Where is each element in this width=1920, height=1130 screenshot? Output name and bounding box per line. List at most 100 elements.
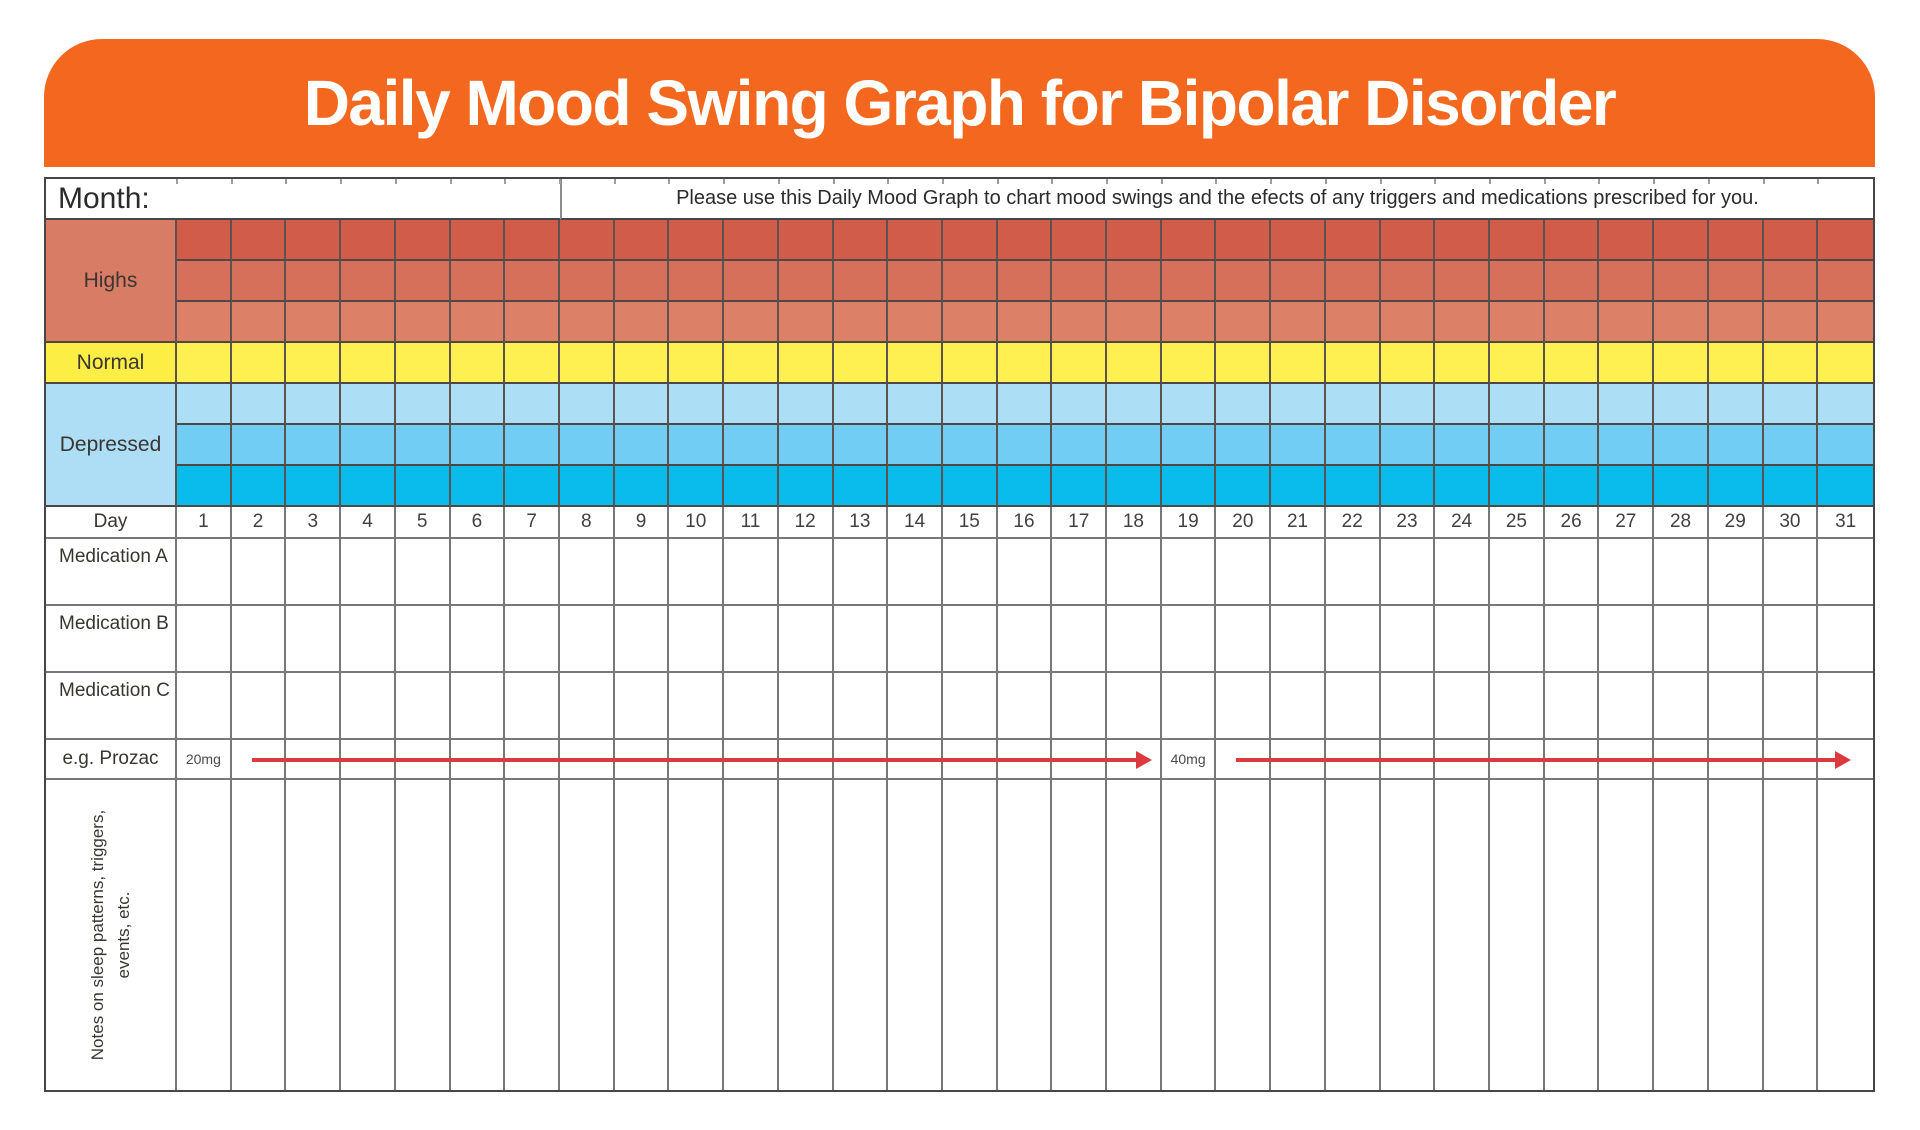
mood-cell[interactable] <box>1708 220 1764 261</box>
mood-cell[interactable] <box>1708 343 1764 384</box>
notes-cell[interactable] <box>505 780 560 1090</box>
mood-cell[interactable] <box>1818 302 1873 343</box>
example-dose-cell[interactable] <box>286 740 342 780</box>
mood-cell[interactable] <box>1708 302 1764 343</box>
mood-cell[interactable] <box>1107 425 1162 466</box>
mood-cell[interactable] <box>231 302 287 343</box>
medication-cell[interactable] <box>1818 539 1873 606</box>
medication-cell[interactable] <box>1544 673 1600 740</box>
example-dose-cell[interactable] <box>231 740 287 780</box>
mood-cell[interactable] <box>231 466 287 507</box>
example-dose-cell[interactable] <box>1271 740 1326 780</box>
medication-cell[interactable] <box>1380 539 1436 606</box>
medication-cell[interactable] <box>997 673 1053 740</box>
medication-cell[interactable] <box>286 606 342 673</box>
mood-cell[interactable] <box>1325 343 1381 384</box>
medication-cell[interactable] <box>1380 606 1436 673</box>
mood-cell[interactable] <box>1052 466 1108 507</box>
medication-cell[interactable] <box>1107 673 1162 740</box>
example-dose-cell[interactable] <box>724 740 779 780</box>
mood-cell[interactable] <box>450 343 506 384</box>
medication-cell[interactable] <box>1544 606 1600 673</box>
mood-cell[interactable] <box>1818 425 1873 466</box>
medication-cell[interactable] <box>997 539 1053 606</box>
example-dose-cell[interactable] <box>1052 740 1108 780</box>
mood-cell[interactable] <box>614 220 670 261</box>
mood-cell[interactable] <box>1325 425 1381 466</box>
mood-cell[interactable] <box>1052 343 1108 384</box>
mood-cell[interactable] <box>1325 220 1381 261</box>
medication-cell[interactable] <box>669 673 725 740</box>
mood-cell[interactable] <box>505 466 560 507</box>
mood-cell[interactable] <box>1490 261 1545 302</box>
notes-cell[interactable] <box>942 780 998 1090</box>
mood-cell[interactable] <box>614 343 670 384</box>
mood-cell[interactable] <box>778 343 834 384</box>
mood-cell[interactable] <box>669 343 725 384</box>
mood-cell[interactable] <box>833 302 889 343</box>
medication-cell[interactable] <box>1599 539 1655 606</box>
medication-cell[interactable] <box>395 606 451 673</box>
medication-cell[interactable] <box>1325 539 1381 606</box>
mood-cell[interactable] <box>1818 261 1873 302</box>
mood-cell[interactable] <box>1708 384 1764 425</box>
mood-cell[interactable] <box>341 384 396 425</box>
notes-cell[interactable] <box>1435 780 1491 1090</box>
mood-cell[interactable] <box>1161 343 1217 384</box>
example-dose-cell[interactable]: 40mg <box>1161 740 1217 780</box>
mood-cell[interactable] <box>724 384 779 425</box>
medication-cell[interactable] <box>1052 606 1108 673</box>
mood-cell[interactable] <box>395 425 451 466</box>
mood-cell[interactable] <box>888 261 943 302</box>
mood-cell[interactable] <box>997 384 1053 425</box>
mood-cell[interactable] <box>1435 261 1491 302</box>
mood-cell[interactable] <box>505 261 560 302</box>
mood-cell[interactable] <box>888 343 943 384</box>
medication-cell[interactable] <box>395 673 451 740</box>
example-dose-cell[interactable] <box>1325 740 1381 780</box>
medication-cell[interactable] <box>1107 539 1162 606</box>
medication-cell[interactable] <box>1490 539 1545 606</box>
mood-cell[interactable] <box>286 302 342 343</box>
medication-cell[interactable] <box>1325 673 1381 740</box>
mood-cell[interactable] <box>833 220 889 261</box>
mood-cell[interactable] <box>559 220 615 261</box>
medication-cell[interactable] <box>1435 673 1491 740</box>
mood-cell[interactable] <box>1052 220 1108 261</box>
mood-cell[interactable] <box>1544 302 1600 343</box>
mood-cell[interactable] <box>395 466 451 507</box>
mood-cell[interactable] <box>1435 466 1491 507</box>
mood-cell[interactable] <box>997 261 1053 302</box>
mood-cell[interactable] <box>997 425 1053 466</box>
medication-cell[interactable] <box>559 539 615 606</box>
mood-cell[interactable] <box>833 466 889 507</box>
medication-cell[interactable] <box>1654 606 1709 673</box>
mood-cell[interactable] <box>559 302 615 343</box>
mood-cell[interactable] <box>1599 220 1655 261</box>
medication-cell[interactable] <box>1216 539 1272 606</box>
mood-cell[interactable] <box>1271 343 1326 384</box>
mood-cell[interactable] <box>1161 425 1217 466</box>
mood-cell[interactable] <box>1380 261 1436 302</box>
example-dose-cell[interactable] <box>395 740 451 780</box>
mood-cell[interactable] <box>724 343 779 384</box>
mood-cell[interactable] <box>942 425 998 466</box>
mood-cell[interactable] <box>450 261 506 302</box>
example-dose-cell[interactable] <box>888 740 943 780</box>
mood-cell[interactable] <box>1161 261 1217 302</box>
mood-cell[interactable] <box>1380 466 1436 507</box>
example-dose-cell[interactable] <box>1435 740 1491 780</box>
medication-cell[interactable] <box>942 539 998 606</box>
medication-cell[interactable] <box>450 673 506 740</box>
mood-cell[interactable] <box>833 384 889 425</box>
mood-cell[interactable] <box>1161 466 1217 507</box>
mood-cell[interactable] <box>1380 384 1436 425</box>
mood-cell[interactable] <box>1271 384 1326 425</box>
medication-cell[interactable] <box>450 606 506 673</box>
medication-cell[interactable] <box>286 539 342 606</box>
mood-cell[interactable] <box>1052 384 1108 425</box>
medication-cell[interactable] <box>341 606 396 673</box>
mood-cell[interactable] <box>724 261 779 302</box>
notes-cell[interactable] <box>1708 780 1764 1090</box>
medication-cell[interactable] <box>1052 673 1108 740</box>
